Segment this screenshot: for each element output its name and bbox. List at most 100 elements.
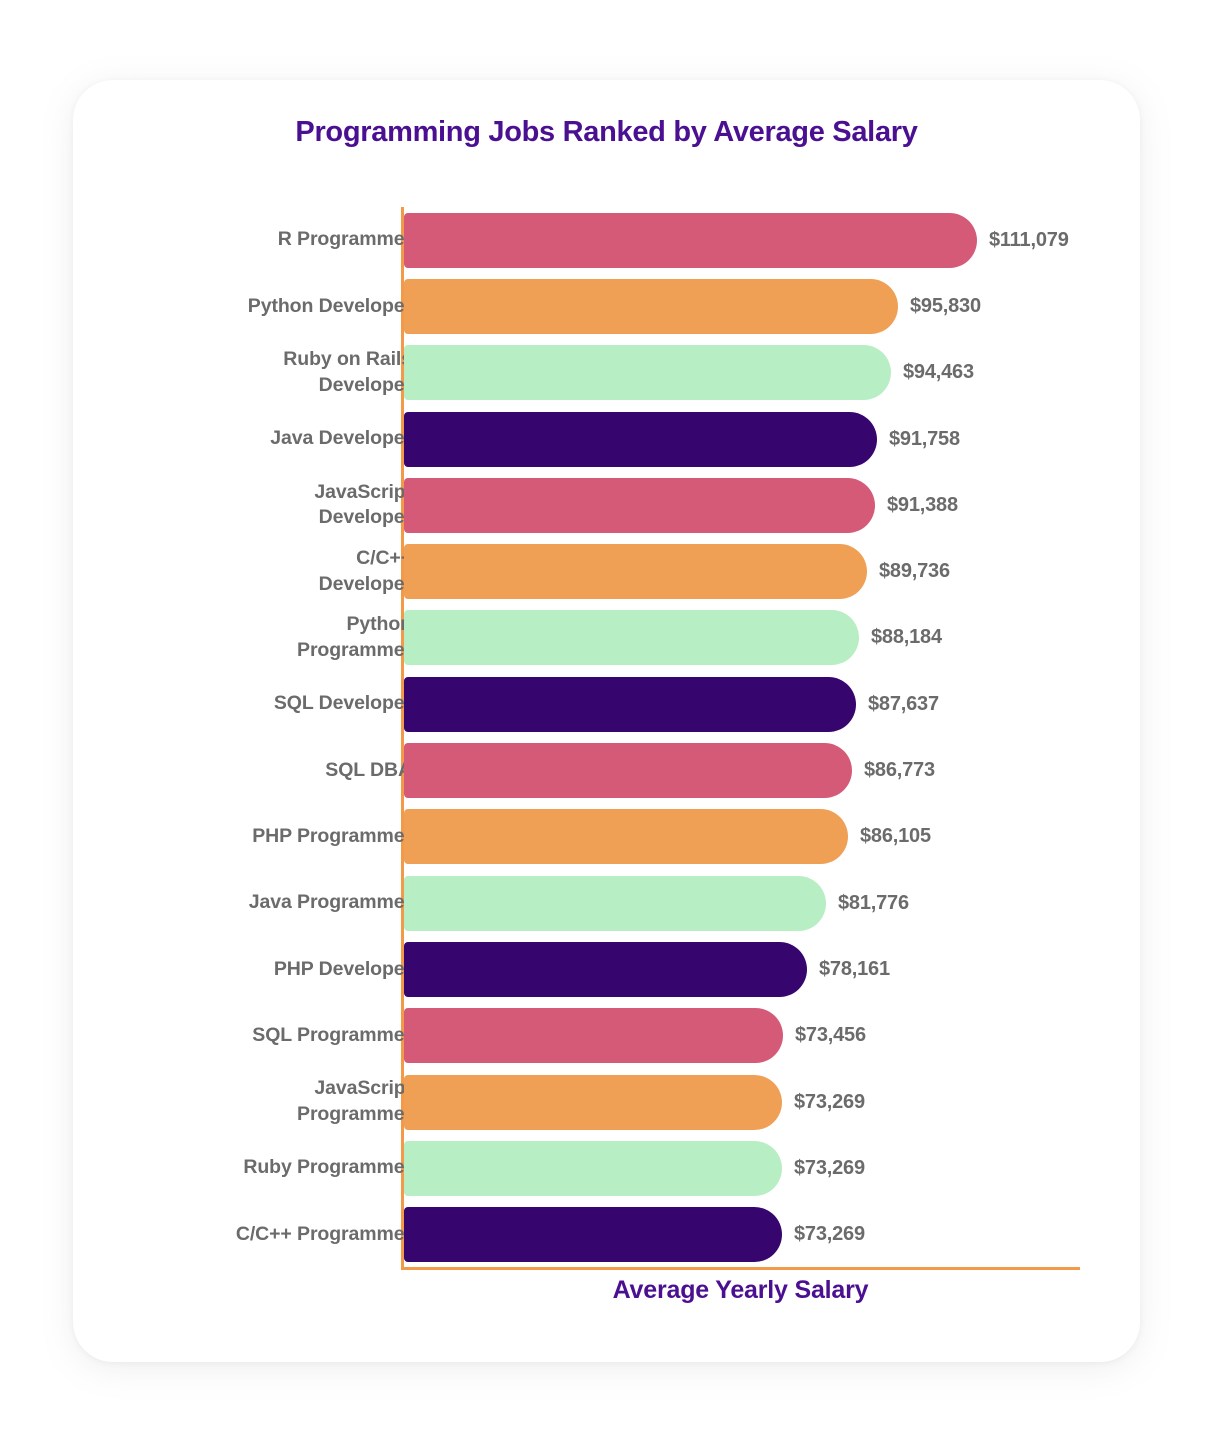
bar[interactable] [404,345,891,401]
x-axis-line [401,1267,1080,1270]
bar-row: JavaScript Developer $91,388 [73,472,1140,538]
bar-track: $89,736 [404,539,950,605]
bar-row: C/C++ Programmer $73,269 [73,1202,1140,1268]
bar-value-label: $89,736 [879,560,950,583]
bar-category-label-text: Python Programmer [297,613,412,661]
bar-track: $73,269 [404,1069,865,1135]
bar-row: Python Programmer $88,184 [73,605,1140,671]
bar-track: $73,269 [404,1135,865,1201]
bar-category-label-text: JavaScript Developer [314,480,412,529]
bar[interactable] [404,743,852,799]
bar-row: R Programmer $111,079 [73,207,1140,273]
bar-category-label-text: R Programmer [277,228,412,251]
bar-category-label: Java Developer [92,406,412,472]
bar-category-label: SQL Developer [92,671,412,737]
bar-category-label: Python Developer [92,273,412,339]
bar-track: $94,463 [404,340,974,406]
bar-category-label-text: SQL Programmer [252,1023,412,1046]
bar-row: Java Developer $91,758 [73,406,1140,472]
bar[interactable] [404,544,867,600]
bar-category-label-text: C/C++ Programmer [235,1222,412,1245]
bar-row: SQL Programmer $73,456 [73,1003,1140,1069]
bar-category-label: R Programmer [92,207,412,273]
bar[interactable] [404,212,977,268]
bar-category-label-text: PHP Programmer [252,824,412,847]
y-axis-line [401,207,404,1267]
bar-category-label-text: Java Programmer [248,891,412,914]
bar-value-label: $91,758 [889,427,960,450]
bar-value-label: $86,773 [864,759,935,782]
bar-value-label: $88,184 [871,626,942,649]
bar[interactable] [404,1207,782,1263]
bar-row: Ruby on Rails Developer $94,463 [73,340,1140,406]
bar-row: C/C++ Developer $89,736 [73,539,1140,605]
bar-row: Python Developer $95,830 [73,273,1140,339]
bar[interactable] [404,278,898,334]
bar-track: $86,105 [404,804,931,870]
bar-track: $73,456 [404,1003,866,1069]
bar-row: SQL Developer $87,637 [73,671,1140,737]
bar-value-label: $81,776 [838,891,909,914]
bar[interactable] [404,610,859,666]
bar-track: $111,079 [404,207,1069,273]
chart-title: Programming Jobs Ranked by Average Salar… [295,116,918,148]
bar-row: Java Programmer $81,776 [73,870,1140,936]
bar-track: $95,830 [404,273,981,339]
bar-value-label: $73,269 [794,1156,865,1179]
bar[interactable] [404,1008,783,1064]
bar-value-label: $111,079 [989,228,1069,251]
bar[interactable] [404,941,807,997]
bar-category-label: Ruby Programmer [92,1135,412,1201]
bar[interactable] [404,1140,782,1196]
bar-row: PHP Programmer $86,105 [73,804,1140,870]
bar-category-label: SQL Programmer [92,1003,412,1069]
bar[interactable] [404,477,875,533]
bar[interactable] [404,875,826,931]
bar-value-label: $87,637 [868,692,939,715]
bar-category-label-text: SQL Developer [273,692,412,715]
bar-category-label-text: C/C++ Developer [318,546,413,595]
bar-category-label-text: SQL DBA [325,758,412,781]
bar[interactable] [404,411,877,467]
bar-category-label: Ruby on Rails Developer [92,340,412,406]
bar-track: $73,269 [404,1202,865,1268]
bar-category-label-text: PHP Developer [273,957,412,980]
bar-track: $91,758 [404,406,960,472]
bar-row: SQL DBA $86,773 [73,737,1140,803]
bar[interactable] [404,1074,782,1130]
bar-track: $87,637 [404,671,939,737]
bar-value-label: $73,456 [795,1024,866,1047]
plot-area: R Programmer $111,079 Python Developer $95,… [73,207,1140,1270]
bar-track: $81,776 [404,870,909,936]
bar-row: Ruby Programmer $73,269 [73,1135,1140,1201]
bar-category-label-text: JavaScript Programmer [297,1077,412,1126]
bar-row: JavaScript Programmer $73,269 [73,1069,1140,1135]
bar-value-label: $94,463 [903,361,974,384]
bar-category-label-text: Ruby on Rails Developer [283,348,412,396]
bar-category-label: PHP Programmer [92,804,412,870]
x-axis-title: Average Yearly Salary [612,1276,869,1304]
bar-value-label: $91,388 [887,493,958,516]
bar-track: $78,161 [404,936,890,1002]
bar-row: PHP Developer $78,161 [73,936,1140,1002]
bar[interactable] [404,676,856,732]
bar-category-label: Python Programmer [92,605,412,671]
bar[interactable] [404,809,848,865]
bar-category-label-text: Ruby Programmer [243,1156,412,1179]
bar-category-label-text: Java Developer [270,427,412,450]
bar-category-label: SQL DBA [92,737,412,803]
bar-value-label: $73,269 [794,1223,865,1246]
bar-track: $86,773 [404,737,935,803]
bar-category-label: JavaScript Developer [92,472,412,538]
bar-category-label: C/C++ Developer [92,539,413,605]
bar-value-label: $78,161 [819,957,890,980]
bar-value-label: $73,269 [794,1090,865,1113]
bar-track: $91,388 [404,472,958,538]
bar-category-label: PHP Developer [92,936,412,1002]
chart-card: Programming Jobs Ranked by Average Salar… [73,80,1140,1362]
bar-value-label: $95,830 [910,294,981,317]
bar-value-label: $86,105 [860,825,931,848]
bar-category-label: C/C++ Programmer [92,1202,412,1268]
bar-category-label: JavaScript Programmer [92,1069,412,1135]
